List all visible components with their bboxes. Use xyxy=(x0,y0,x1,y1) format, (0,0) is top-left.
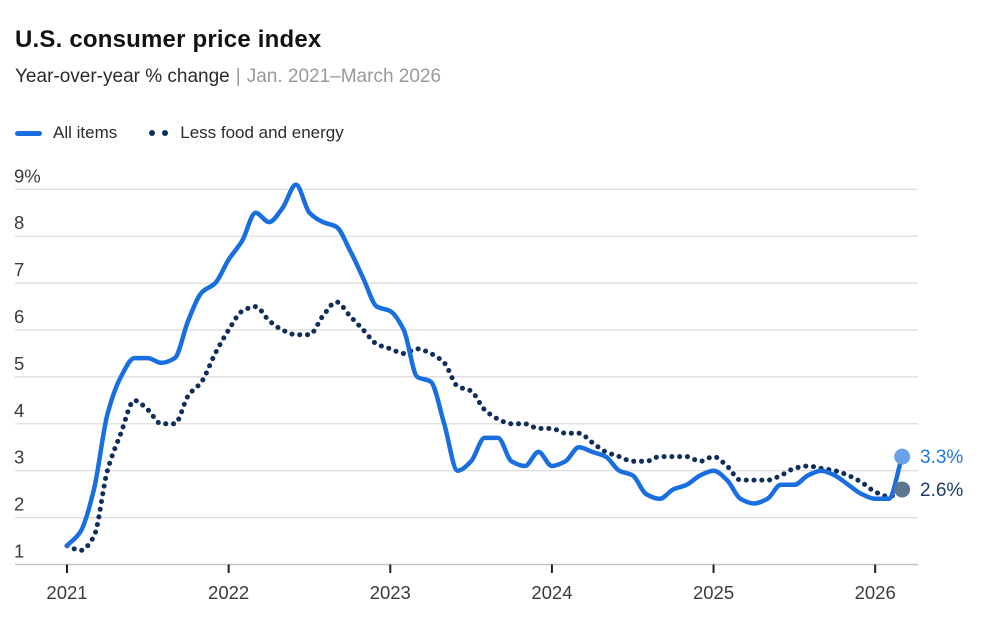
end-value-label: 2.6% xyxy=(920,480,963,501)
dotted-line-swatch-icon xyxy=(149,130,169,136)
chart-legend: All items Less food and energy xyxy=(15,123,344,143)
subtitle-date-range: Jan. 2021–March 2026 xyxy=(246,66,442,87)
chart-subtitle: Year-over-year % change | Jan. 2021–March … xyxy=(15,66,441,88)
y-axis-label: 5 xyxy=(14,353,24,374)
end-marker-all-items xyxy=(894,448,911,465)
y-axis-label: 9% xyxy=(14,165,41,186)
series-line-less-food-and-energy xyxy=(64,299,905,553)
legend-label-core: Less food and energy xyxy=(180,123,344,142)
y-axis-label: 3 xyxy=(14,447,24,468)
legend-item-all-items: All items xyxy=(15,123,117,143)
subtitle-separator: | xyxy=(235,66,241,87)
end-value-label: 3.3% xyxy=(920,447,963,468)
subtitle-main: Year-over-year % change xyxy=(15,66,230,87)
end-marker-less-food-and-energy xyxy=(894,481,911,498)
x-axis-label: 2021 xyxy=(46,582,87,603)
y-axis-label: 7 xyxy=(14,259,24,280)
x-axis-label: 2024 xyxy=(531,582,572,603)
y-axis-label: 4 xyxy=(14,400,24,421)
y-axis-label: 1 xyxy=(14,541,24,562)
x-axis-label: 2025 xyxy=(693,582,734,603)
series-line-all-items xyxy=(64,182,905,548)
legend-item-core: Less food and energy xyxy=(149,123,344,143)
x-axis-label: 2023 xyxy=(370,582,411,603)
y-axis-label: 8 xyxy=(14,212,24,233)
x-axis-label: 2022 xyxy=(208,582,249,603)
y-axis-label: 6 xyxy=(14,306,24,327)
chart-title: U.S. consumer price index xyxy=(15,26,322,53)
solid-line-swatch-icon xyxy=(15,130,42,136)
y-axis-label: 2 xyxy=(14,494,24,515)
legend-label-all-items: All items xyxy=(53,123,118,142)
x-axis-label: 2026 xyxy=(855,582,896,603)
